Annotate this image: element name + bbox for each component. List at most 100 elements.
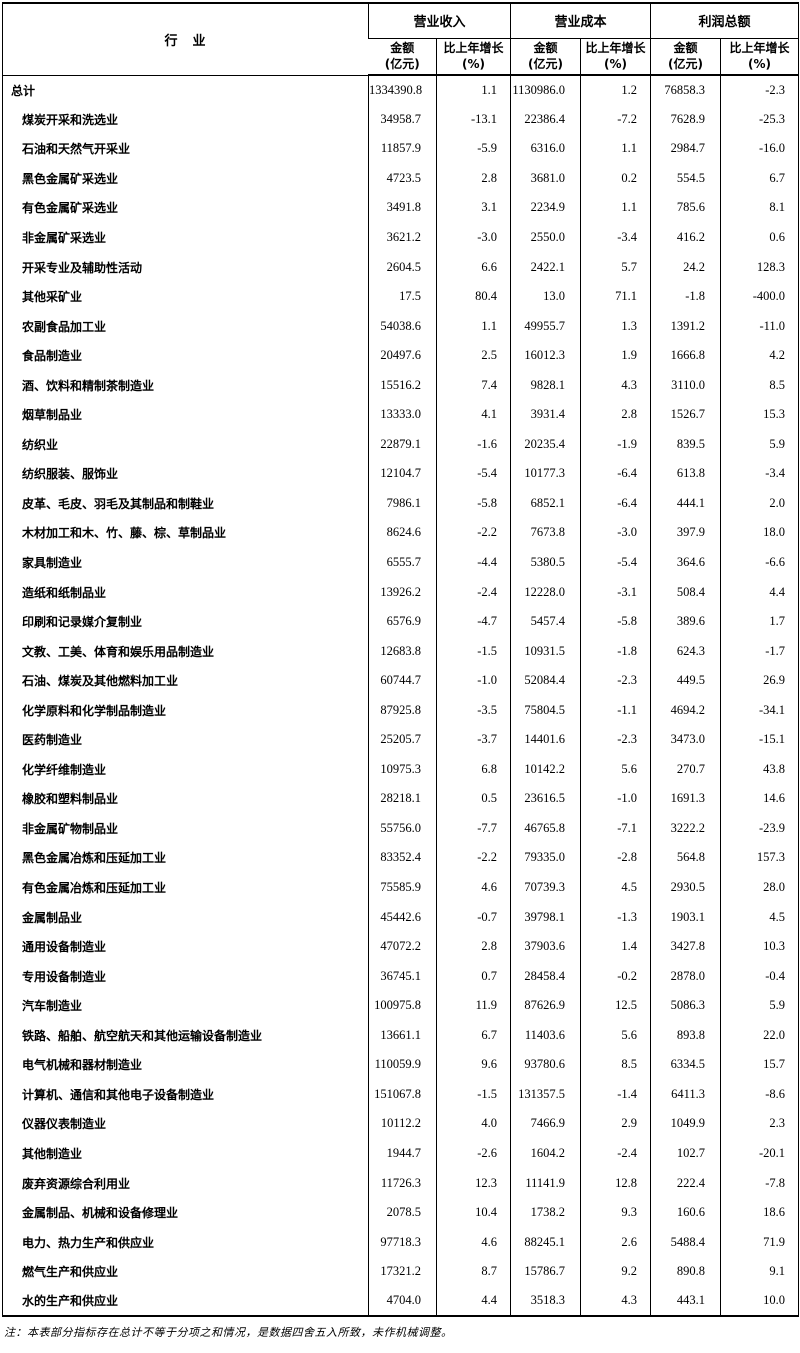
subheader-amount-unit: (亿元) (528, 57, 563, 72)
profit-amount-value: 2984.7 (650, 134, 721, 164)
subheader-amount-label: 金额 (673, 41, 698, 56)
subheader-growth-unit: (%) (462, 57, 485, 72)
cost-amount-value: 6852.1 (510, 488, 581, 519)
profit-amount-value: 3222.2 (650, 813, 721, 844)
revenue-amount-value: 12104.7 (368, 459, 437, 489)
revenue-growth-value: 1.1 (435, 75, 511, 105)
revenue-growth-value: -0.7 (435, 902, 511, 932)
subheader-revenue-growth: 比上年增长 (%) (435, 38, 511, 76)
profit-amount-value: 5086.3 (650, 990, 721, 1021)
table-row: 木材加工和木、竹、藤、棕、草制品业 8624.6 -2.2 7673.8 -3.0 397… (3, 518, 799, 548)
table-row: 汽车制造业 100975.8 11.9 87626.9 12.5 5086.3 5.9 (3, 990, 799, 1021)
profit-growth-value: -20.1 (720, 1138, 799, 1169)
profit-growth-value: 5.9 (720, 990, 799, 1021)
table-row: 燃气生产和供应业 17321.2 8.7 15786.7 9.2 890.8 9.1 (3, 1256, 799, 1287)
revenue-growth-value: -1.0 (435, 665, 511, 696)
cost-amount-value: 2422.1 (510, 252, 581, 282)
cost-growth-value: -2.4 (580, 1138, 651, 1169)
cost-amount-value: 2550.0 (510, 222, 581, 253)
cost-amount-value: 10177.3 (510, 459, 581, 489)
revenue-amount-value: 11857.9 (368, 134, 437, 164)
revenue-amount-value: 4704.0 (368, 1286, 437, 1316)
profit-amount-value: 4694.2 (650, 695, 721, 726)
revenue-amount-value: 25205.7 (368, 725, 437, 755)
table-row: 专用设备制造业 36745.1 0.7 28458.4 -0.2 2878.0 -0.4 (3, 961, 799, 991)
table-row: 印刷和记录媒介复制业 6576.9 -4.7 5457.4 -5.8 389.6 1.7 (3, 606, 799, 637)
table-row: 皮革、毛皮、羽毛及其制品和制鞋业 7986.1 -5.8 6852.1 -6.4 444.… (3, 488, 799, 519)
profit-amount-value: 6411.3 (650, 1079, 721, 1110)
revenue-growth-value: -2.2 (435, 518, 511, 548)
profit-amount-value: 508.4 (650, 577, 721, 607)
revenue-growth-value: 6.7 (435, 1020, 511, 1051)
cost-amount-value: 87626.9 (510, 990, 581, 1021)
cost-growth-value: 9.2 (580, 1256, 651, 1287)
revenue-growth-value: 0.5 (435, 784, 511, 814)
industry-name: 专用设备制造业 (22, 969, 107, 984)
profit-growth-value: -3.4 (720, 459, 799, 489)
cost-growth-value: 4.3 (580, 1286, 651, 1316)
profit-growth-value: -34.1 (720, 695, 799, 726)
revenue-growth-value: 7.4 (435, 370, 511, 401)
cost-amount-value: 52084.4 (510, 665, 581, 696)
industry-name: 计算机、通信和其他电子设备制造业 (22, 1087, 215, 1102)
profit-amount-value: 785.6 (650, 193, 721, 223)
profit-growth-value: 4.4 (720, 577, 799, 607)
revenue-growth-value: 12.3 (435, 1168, 511, 1198)
profit-growth-value: 6.7 (720, 163, 799, 194)
table-footnote: 注：本表部分指标存在总计不等于分项之和情况，是数据四舍五入所致，未作机械调整。 (4, 1325, 453, 1339)
revenue-amount-value: 17.5 (368, 281, 437, 312)
cost-growth-value: 12.5 (580, 990, 651, 1021)
cost-amount-value: 2234.9 (510, 193, 581, 223)
subheader-amount-label: 金额 (390, 41, 415, 56)
profit-growth-value: 71.9 (720, 1227, 799, 1257)
profit-growth-value: 15.3 (720, 400, 799, 430)
table-row: 开采专业及辅助性活动 2604.5 6.6 2422.1 5.7 24.2 128.3 (3, 252, 799, 282)
industry-name: 有色金属矿采选业 (22, 201, 119, 216)
cost-growth-value: -7.2 (580, 104, 651, 135)
cost-growth-value: -7.1 (580, 813, 651, 844)
industry-name: 印刷和记录媒介复制业 (22, 615, 143, 630)
profit-amount-value: 554.5 (650, 163, 721, 194)
profit-growth-value: -8.6 (720, 1079, 799, 1110)
subheader-amount-unit: (亿元) (668, 57, 704, 72)
industry-name: 化学纤维制造业 (22, 762, 107, 777)
cost-growth-value: 1.1 (580, 134, 651, 164)
industry-name: 纺织业 (22, 437, 59, 452)
revenue-growth-value: 9.6 (435, 1050, 511, 1080)
cost-amount-value: 12228.0 (510, 577, 581, 607)
industry-name: 非金属矿采选业 (22, 231, 107, 245)
cost-growth-value: -1.9 (580, 429, 651, 460)
cost-growth-value: 1.2 (580, 75, 651, 105)
profit-amount-value: 1666.8 (650, 340, 721, 371)
revenue-amount-value: 20497.6 (368, 340, 437, 371)
cost-amount-value: 20235.4 (510, 429, 581, 460)
table-row: 水的生产和供应业 4704.0 4.4 3518.3 4.3 443.1 10.0 (3, 1286, 799, 1316)
table-row: 石油、煤炭及其他燃料加工业 60744.7 -1.0 52084.4 -2.3 449.5… (3, 665, 799, 696)
revenue-growth-value: -3.0 (435, 222, 511, 253)
profit-growth-value: -2.3 (720, 75, 799, 105)
table-row: 化学纤维制造业 10975.3 6.8 10142.2 5.6 270.7 43.8 (3, 754, 799, 785)
table-row: 文教、工美、体育和娱乐用品制造业 12683.8 -1.5 10931.5 -1.8 62… (3, 636, 799, 666)
profit-amount-value: 6334.5 (650, 1050, 721, 1080)
cost-amount-value: 131357.5 (510, 1079, 581, 1110)
revenue-growth-value: 4.4 (435, 1286, 511, 1316)
cost-growth-value: 0.2 (580, 163, 651, 194)
group-header-operating-revenue: 营业收入 (367, 3, 511, 39)
subheader-cost-growth: 比上年增长 (%) (580, 38, 651, 76)
profit-growth-value: -16.0 (720, 134, 799, 164)
revenue-growth-value: 1.1 (435, 311, 511, 341)
subheader-profit-growth: 比上年增长 (%) (720, 38, 799, 76)
cost-amount-value: 7673.8 (510, 518, 581, 548)
profit-amount-value: 613.8 (650, 459, 721, 489)
revenue-amount-value: 110059.9 (368, 1050, 437, 1080)
table-row-total: 总计 1334390.8 1.1 1130986.0 1.2 76858.3 -2.3 (3, 75, 799, 105)
industry-name: 其他采矿业 (22, 290, 83, 305)
revenue-growth-value: -2.4 (435, 577, 511, 607)
profit-amount-value: 564.8 (650, 843, 721, 873)
revenue-amount-value: 151067.8 (368, 1079, 437, 1110)
table-row: 其他采矿业 17.5 80.4 13.0 71.1 -1.8 -400.0 (3, 281, 799, 312)
table-row: 纺织服装、服饰业 12104.7 -5.4 10177.3 -6.4 613.8 -3.4 (3, 459, 799, 489)
revenue-amount-value: 3621.2 (368, 222, 437, 253)
revenue-growth-value: 4.6 (435, 1227, 511, 1257)
industry-name: 黑色金属冶炼和压延加工业 (22, 851, 167, 866)
